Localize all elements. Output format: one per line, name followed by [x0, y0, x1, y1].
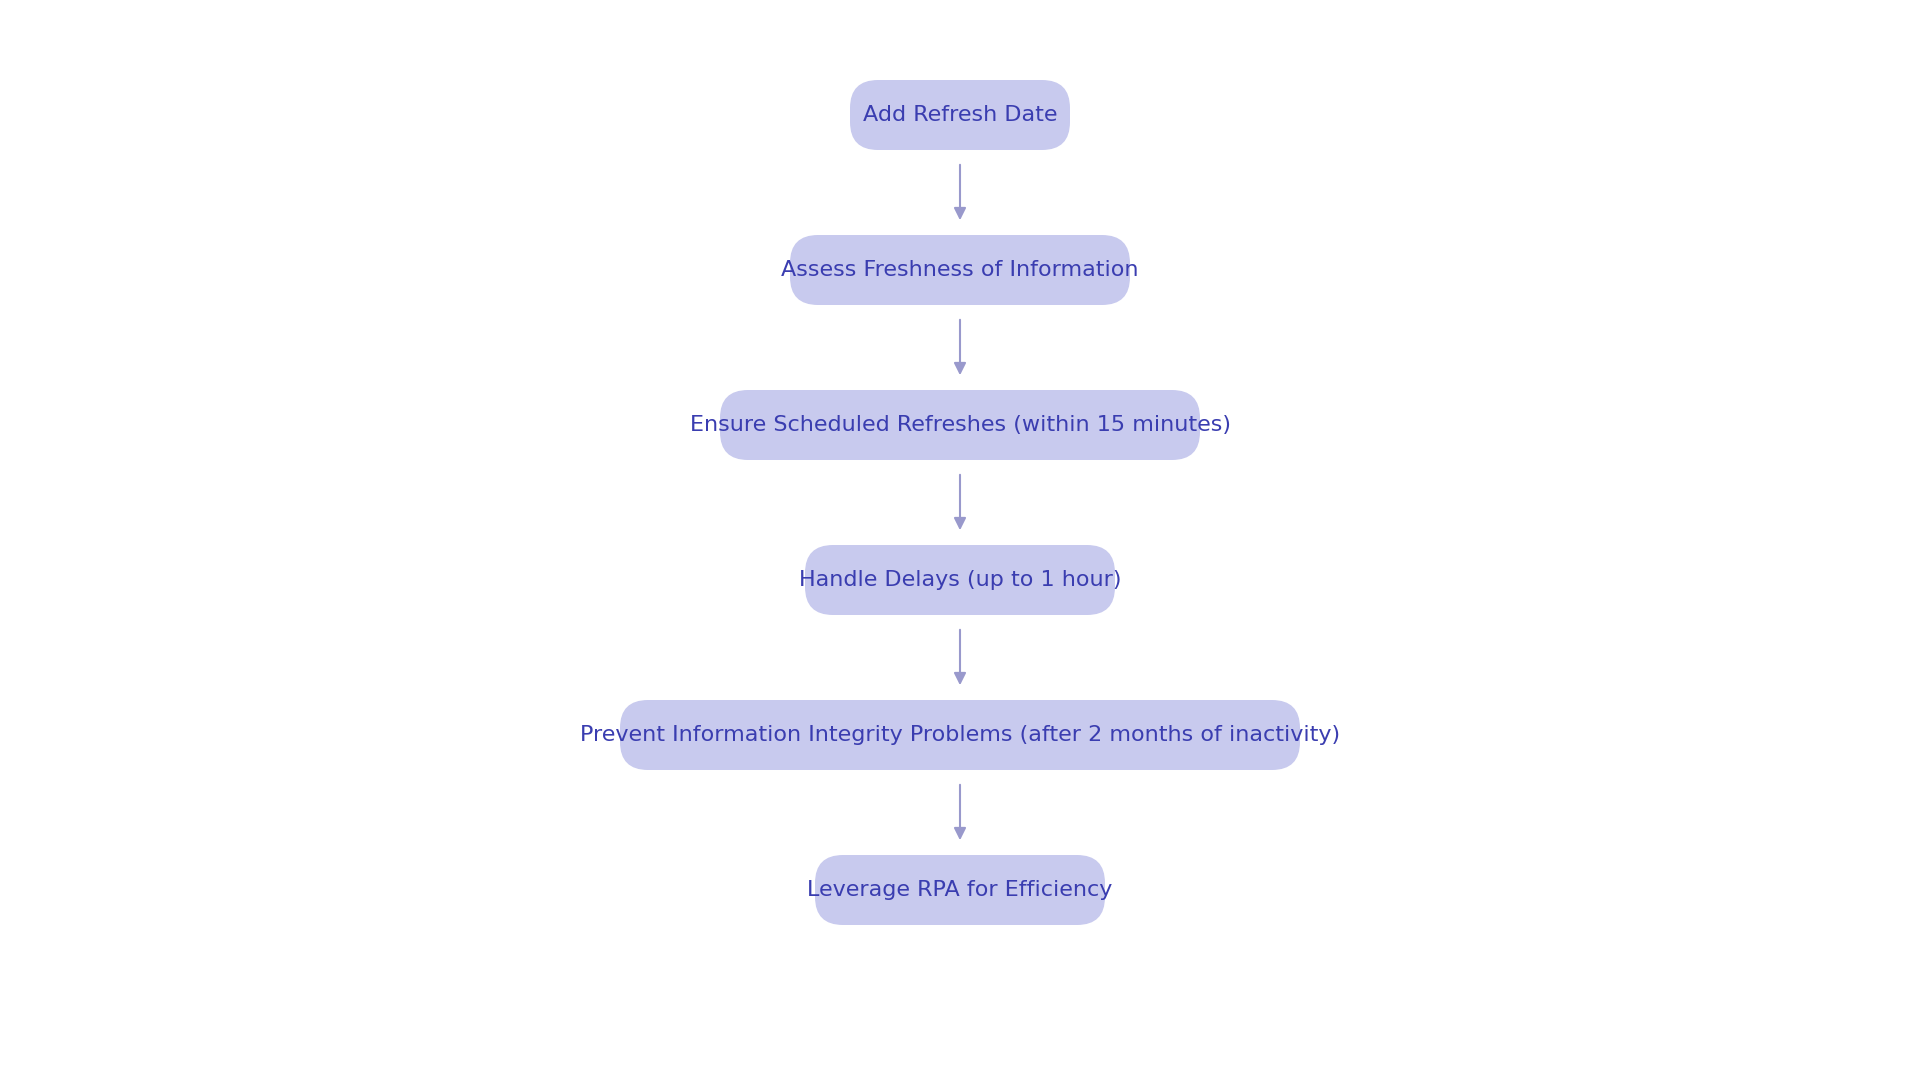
FancyBboxPatch shape [814, 854, 1106, 925]
Text: Assess Freshness of Information: Assess Freshness of Information [781, 260, 1139, 280]
Text: Prevent Information Integrity Problems (after 2 months of inactivity): Prevent Information Integrity Problems (… [580, 725, 1340, 745]
FancyBboxPatch shape [789, 235, 1131, 305]
FancyBboxPatch shape [720, 390, 1200, 460]
Text: Add Refresh Date: Add Refresh Date [862, 105, 1058, 125]
Text: Leverage RPA for Efficiency: Leverage RPA for Efficiency [806, 880, 1114, 900]
FancyBboxPatch shape [851, 80, 1069, 151]
FancyBboxPatch shape [804, 545, 1116, 615]
Text: Ensure Scheduled Refreshes (within 15 minutes): Ensure Scheduled Refreshes (within 15 mi… [689, 415, 1231, 435]
FancyBboxPatch shape [620, 700, 1300, 770]
Text: Handle Delays (up to 1 hour): Handle Delays (up to 1 hour) [799, 570, 1121, 590]
